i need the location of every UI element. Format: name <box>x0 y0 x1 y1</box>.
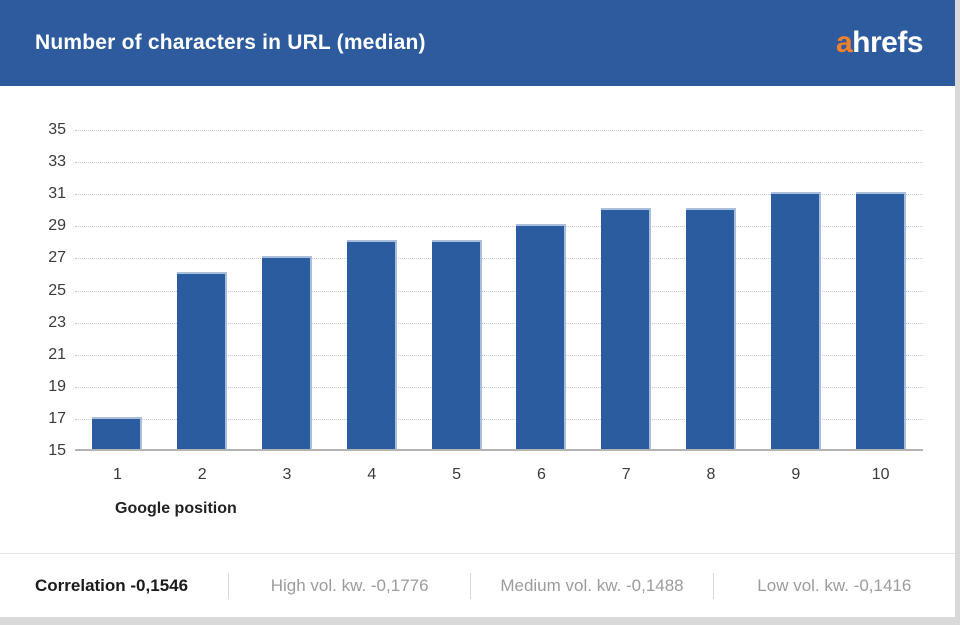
y-axis-labels: 15 17 19 21 23 25 27 29 31 33 35 <box>0 121 66 459</box>
gridline <box>75 290 923 292</box>
bar <box>262 256 312 449</box>
bar <box>92 416 143 449</box>
bar <box>516 224 567 449</box>
y-axis-tick-label: 35 <box>48 121 66 138</box>
y-axis-tick-label: 15 <box>48 442 66 459</box>
gridline <box>75 386 923 388</box>
x-axis-tick-label: 7 <box>621 466 631 483</box>
y-axis-tick-label: 31 <box>48 185 66 203</box>
header: Number of characters in URL (median) ahr… <box>0 0 955 86</box>
bar <box>601 208 652 449</box>
ahrefs-logo-text: hrefs <box>852 26 923 59</box>
x-axis-tick-label: 4 <box>367 466 377 483</box>
gridline <box>75 226 923 228</box>
x-axis-tick-label: 1 <box>112 466 122 483</box>
chart-title: Number of characters in URL (median) <box>35 31 426 54</box>
correlation-high-volume: High vol. kw. -0,1776 <box>270 575 429 595</box>
y-axis-tick-label: 33 <box>48 153 66 171</box>
y-axis-tick-label: 17 <box>48 409 66 427</box>
gridline <box>75 322 923 324</box>
correlation-medium-volume: Medium vol. kw. -0,1488 <box>500 575 684 595</box>
gridline <box>75 258 923 260</box>
correlation-overall: Correlation -0,1546 <box>35 575 189 595</box>
x-axis-title: Google position <box>115 500 237 517</box>
footer-divider <box>228 572 229 599</box>
bar <box>770 192 821 449</box>
y-axis-tick-label: 19 <box>48 377 66 395</box>
bar <box>855 192 906 449</box>
ahrefs-logo: ahrefs <box>835 26 924 59</box>
x-axis-tick-label: 8 <box>706 466 716 483</box>
y-axis-tick-label: 27 <box>48 249 66 267</box>
x-axis-tick-label: 6 <box>536 466 546 483</box>
y-axis-tick-label: 29 <box>48 217 66 235</box>
y-axis-tick-label: 21 <box>48 345 66 363</box>
gridline <box>75 194 923 196</box>
x-axis-tick-label: 3 <box>282 466 292 483</box>
footer-divider <box>470 572 472 599</box>
bar <box>431 240 482 449</box>
gridline <box>75 130 923 131</box>
footer-stats: Correlation -0,1546 High vol. kw. -0,177… <box>0 553 955 617</box>
gridline <box>75 418 923 420</box>
gridline <box>75 162 923 164</box>
bar <box>686 208 736 449</box>
gridline <box>75 354 923 356</box>
x-axis-tick-label: 2 <box>197 466 207 483</box>
footer-divider <box>712 572 714 599</box>
y-axis-tick-label: 25 <box>48 281 66 299</box>
ahrefs-logo-a: a <box>835 26 853 59</box>
x-axis-labels: 1 2 3 4 5 6 7 8 9 10 <box>75 466 923 488</box>
plot-area <box>75 130 923 451</box>
bar <box>177 272 228 449</box>
x-axis-tick-label: 9 <box>791 466 801 483</box>
correlation-low-volume: Low vol. kw. -0,1416 <box>757 575 912 595</box>
x-axis-tick-label: 10 <box>871 466 890 483</box>
bar <box>346 240 397 449</box>
y-axis-tick-label: 23 <box>48 313 66 331</box>
x-axis-tick-label: 5 <box>452 466 462 483</box>
bar-chart: 15 17 19 21 23 25 27 29 31 33 35 1 2 3 4 5 6 7 8 9 10 Googl… <box>0 86 955 553</box>
